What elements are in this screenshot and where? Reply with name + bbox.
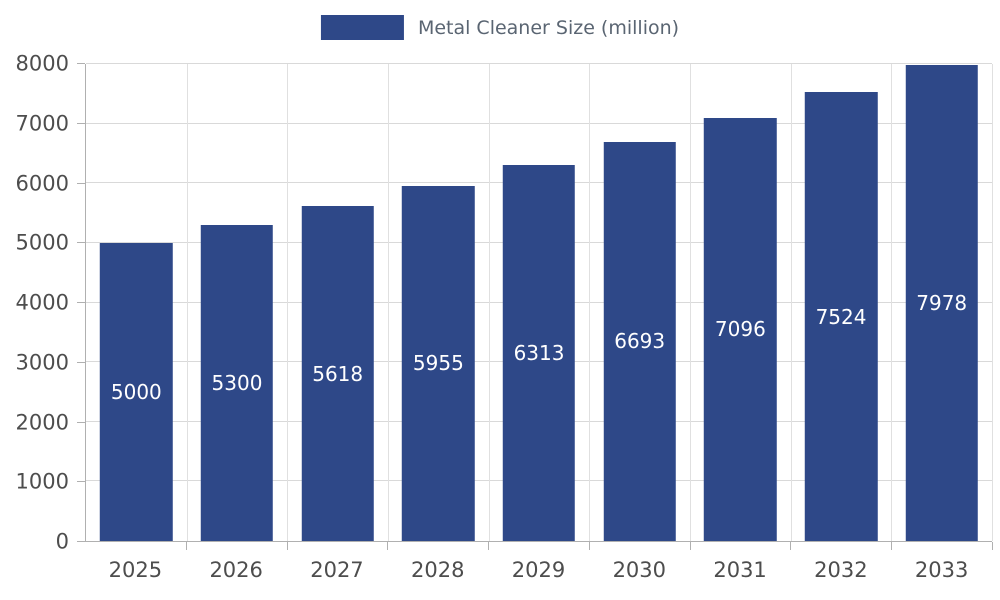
bar-slot: 6693 — [589, 64, 690, 541]
x-tick-label: 2030 — [612, 558, 667, 582]
bar-2027: 5618 — [301, 206, 374, 541]
bar-slot: 7096 — [690, 64, 791, 541]
y-tick-label: 0 — [55, 529, 69, 554]
bar-2029: 6313 — [502, 164, 576, 541]
y-axis: 0 1000 2000 3000 4000 5000 6000 7000 8000 — [0, 53, 85, 552]
gridline-v — [488, 64, 490, 541]
legend-swatch — [320, 15, 404, 40]
y-tick-label: 3000 — [15, 350, 69, 375]
y-tick-label: 4000 — [15, 290, 69, 315]
plot-area: 5000 5300 5618 5955 6313 6693 7096 7524 7978 — [85, 63, 993, 542]
bar-slot: 5618 — [287, 64, 388, 541]
bar-value-label: 7524 — [815, 304, 867, 329]
bar-slot: 5300 — [187, 64, 288, 541]
gridline-v — [689, 64, 691, 541]
y-tick-mark — [77, 302, 85, 303]
x-tick-label: 2027 — [310, 558, 364, 582]
gridline-v — [790, 64, 792, 541]
bar-2028: 5955 — [402, 185, 475, 541]
bar-2025: 5000 — [100, 242, 173, 541]
x-tick-mark — [992, 542, 993, 550]
bar-value-label: 5618 — [312, 361, 364, 386]
y-tick-mark — [77, 361, 85, 363]
bar-value-label: 5000 — [110, 379, 162, 404]
legend-label: Metal Cleaner Size (million) — [417, 16, 680, 39]
y-tick-label: 1000 — [15, 469, 69, 494]
x-tick-mark — [185, 542, 187, 550]
gridline-v — [992, 64, 993, 541]
x-tick-label: 2025 — [108, 558, 163, 582]
gridline-v — [891, 64, 893, 541]
gridline-h — [86, 122, 992, 124]
bar-2032: 7524 — [804, 92, 878, 541]
x-tick-mark — [790, 542, 792, 550]
y-tick-label: 7000 — [15, 111, 69, 136]
bar-value-label: 6313 — [513, 340, 565, 365]
x-tick-label: 2033 — [914, 558, 969, 582]
y-tick-mark — [77, 122, 85, 124]
x-tick-mark — [286, 542, 288, 550]
legend[interactable]: Metal Cleaner Size (million) — [320, 15, 680, 40]
x-axis: 2025 2026 2027 2028 2029 2030 2031 2032 2033 — [85, 542, 993, 598]
x-tick-mark — [387, 542, 389, 550]
x-tick-label: 2029 — [511, 558, 566, 582]
bar-value-label: 5955 — [412, 351, 464, 376]
bar-2033: 7978 — [905, 65, 978, 541]
bar-2030: 6693 — [603, 141, 676, 541]
y-tick-label: 5000 — [15, 230, 69, 255]
bar-slot: 7524 — [791, 64, 892, 541]
bar-slot: 7978 — [891, 64, 992, 541]
y-tick-mark — [77, 541, 85, 542]
y-tick-label: 6000 — [15, 171, 69, 195]
gridline-h — [86, 63, 992, 64]
y-tick-mark — [77, 481, 85, 483]
bar-value-label: 7096 — [714, 317, 766, 342]
x-tick-label: 2026 — [209, 558, 263, 582]
y-tick-mark — [77, 182, 85, 184]
bar-value-label: 6693 — [614, 329, 666, 354]
bar-slot: 5955 — [388, 64, 489, 541]
gridline-v — [589, 64, 591, 541]
x-tick-label: 2032 — [814, 558, 868, 582]
x-tick-mark — [588, 542, 590, 550]
y-tick-label: 2000 — [15, 410, 69, 434]
y-tick-mark — [77, 63, 85, 64]
bar-slot: 5000 — [86, 64, 187, 541]
x-tick-label: 2028 — [411, 558, 465, 582]
x-tick-label: 2031 — [713, 558, 767, 582]
bar-slots: 5000 5300 5618 5955 6313 6693 7096 7524 7978 — [86, 64, 992, 541]
bar-value-label: 5300 — [211, 371, 263, 395]
bar-2026: 5300 — [200, 225, 274, 541]
x-tick-mark — [891, 542, 893, 550]
x-tick-mark — [689, 542, 691, 550]
bar-slot: 6313 — [489, 64, 590, 541]
gridline-v — [387, 64, 389, 541]
gridline-v — [287, 64, 289, 541]
y-tick-label: 8000 — [15, 51, 69, 76]
gridline-v — [186, 64, 188, 541]
bar-value-label: 7978 — [916, 291, 968, 316]
bar-2031: 7096 — [704, 117, 777, 541]
y-tick-mark — [77, 242, 85, 244]
y-tick-mark — [77, 421, 85, 423]
x-tick-mark — [488, 542, 490, 550]
